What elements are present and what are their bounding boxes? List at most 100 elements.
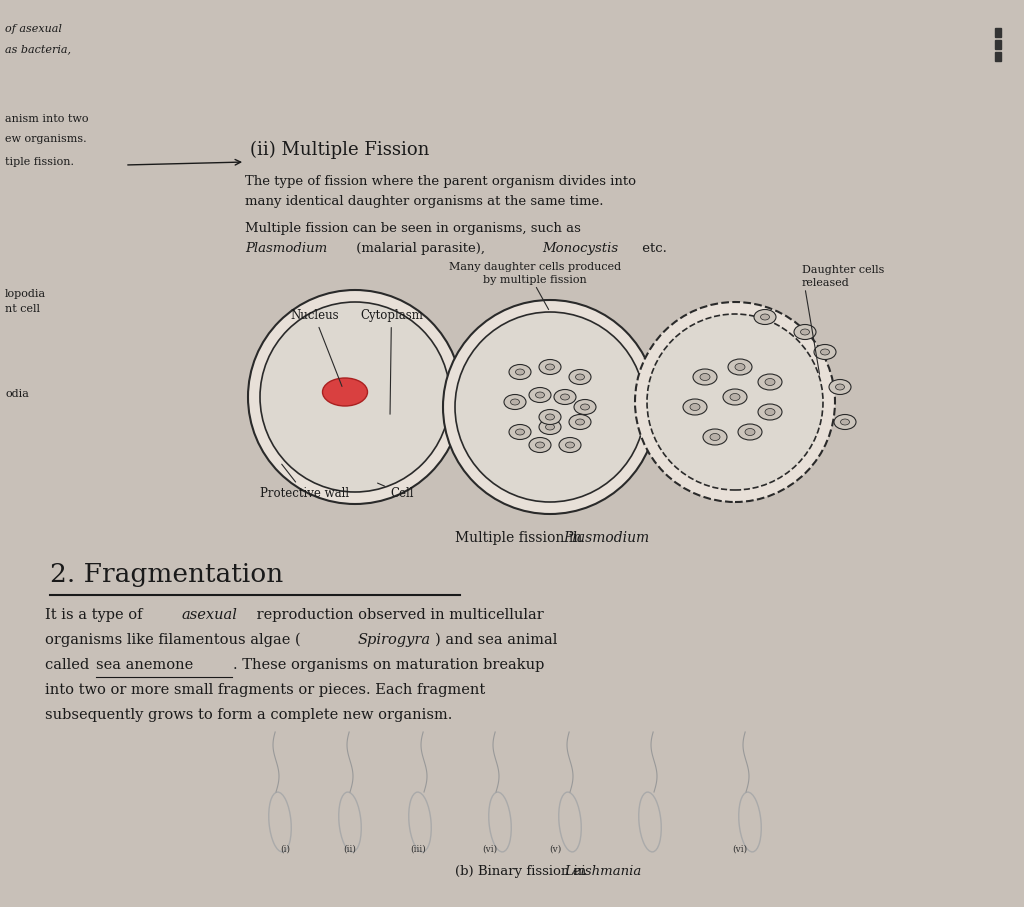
Ellipse shape: [820, 349, 829, 355]
Ellipse shape: [504, 395, 526, 409]
Ellipse shape: [728, 359, 752, 375]
Ellipse shape: [539, 409, 561, 424]
Text: odia: odia: [5, 389, 29, 399]
Circle shape: [455, 312, 645, 502]
Circle shape: [647, 314, 823, 490]
Text: ) and sea animal: ) and sea animal: [435, 633, 557, 647]
Ellipse shape: [511, 399, 519, 405]
Ellipse shape: [536, 392, 545, 398]
Ellipse shape: [765, 378, 775, 385]
Ellipse shape: [754, 309, 776, 325]
Ellipse shape: [569, 414, 591, 430]
Text: . These organisms on maturation breakup: . These organisms on maturation breakup: [233, 658, 545, 672]
Ellipse shape: [323, 378, 368, 406]
Ellipse shape: [738, 424, 762, 440]
Ellipse shape: [841, 419, 850, 425]
Text: Leishmania: Leishmania: [564, 865, 641, 878]
Ellipse shape: [515, 429, 524, 435]
Text: Multiple fission in: Multiple fission in: [455, 531, 587, 545]
Text: sea anemone: sea anemone: [96, 658, 194, 672]
Text: anism into two: anism into two: [5, 114, 88, 124]
Text: Daughter cells: Daughter cells: [802, 265, 885, 275]
Text: released: released: [802, 278, 850, 288]
Ellipse shape: [834, 414, 856, 430]
Ellipse shape: [730, 394, 740, 401]
Text: Multiple fission can be seen in organisms, such as: Multiple fission can be seen in organism…: [245, 222, 581, 235]
Text: nt cell: nt cell: [5, 304, 40, 314]
Ellipse shape: [546, 424, 555, 430]
Ellipse shape: [735, 364, 745, 370]
Ellipse shape: [690, 404, 700, 411]
Ellipse shape: [546, 414, 555, 420]
Ellipse shape: [536, 442, 545, 448]
Text: many identical daughter organisms at the same time.: many identical daughter organisms at the…: [245, 195, 603, 208]
Ellipse shape: [559, 437, 581, 453]
Ellipse shape: [565, 442, 574, 448]
Ellipse shape: [829, 379, 851, 395]
Text: Cell: Cell: [378, 483, 414, 500]
Ellipse shape: [529, 387, 551, 403]
Ellipse shape: [758, 374, 782, 390]
Text: etc.: etc.: [638, 242, 667, 255]
Ellipse shape: [801, 329, 810, 335]
Text: (vi): (vi): [482, 845, 498, 854]
Ellipse shape: [575, 419, 585, 425]
Ellipse shape: [836, 384, 845, 390]
Circle shape: [260, 302, 450, 492]
Text: (b) Binary fission in: (b) Binary fission in: [455, 865, 591, 878]
Text: organisms like filamentous algae (: organisms like filamentous algae (: [45, 632, 301, 647]
Ellipse shape: [814, 345, 836, 359]
Ellipse shape: [700, 374, 710, 381]
Text: It is a type of: It is a type of: [45, 608, 147, 622]
Circle shape: [248, 290, 462, 504]
Ellipse shape: [745, 428, 755, 435]
Bar: [995, 40, 1001, 49]
Ellipse shape: [515, 369, 524, 375]
Text: (iii): (iii): [411, 845, 426, 854]
Text: into two or more small fragments or pieces. Each fragment: into two or more small fragments or piec…: [45, 683, 485, 697]
Ellipse shape: [574, 399, 596, 414]
Circle shape: [443, 300, 657, 514]
Text: lopodia: lopodia: [5, 289, 46, 299]
Ellipse shape: [765, 408, 775, 415]
Ellipse shape: [758, 404, 782, 420]
Text: Protective wall: Protective wall: [260, 464, 349, 500]
Ellipse shape: [683, 399, 707, 415]
Circle shape: [635, 302, 835, 502]
Text: (ii): (ii): [344, 845, 356, 854]
Ellipse shape: [529, 437, 551, 453]
Text: Plasmodium: Plasmodium: [563, 531, 649, 545]
Text: called: called: [45, 658, 94, 672]
Ellipse shape: [539, 420, 561, 434]
Text: Many daughter cells produced: Many daughter cells produced: [449, 262, 622, 272]
Text: Plasmodium: Plasmodium: [245, 242, 328, 255]
Ellipse shape: [560, 394, 569, 400]
Ellipse shape: [554, 389, 575, 405]
Text: ew organisms.: ew organisms.: [5, 134, 87, 144]
Ellipse shape: [569, 369, 591, 385]
Ellipse shape: [794, 325, 816, 339]
Text: Nucleus: Nucleus: [290, 309, 342, 386]
Bar: [995, 28, 1001, 37]
Ellipse shape: [693, 369, 717, 385]
Text: (i): (i): [280, 845, 290, 854]
Text: subsequently grows to form a complete new organism.: subsequently grows to form a complete ne…: [45, 708, 453, 722]
Ellipse shape: [703, 429, 727, 445]
Text: of asexual: of asexual: [5, 24, 61, 34]
Ellipse shape: [761, 314, 769, 320]
Ellipse shape: [723, 389, 746, 405]
Bar: [995, 52, 1001, 61]
Ellipse shape: [509, 424, 531, 440]
Text: The type of fission where the parent organism divides into: The type of fission where the parent org…: [245, 175, 636, 188]
Ellipse shape: [546, 364, 555, 370]
Text: Monocystis: Monocystis: [542, 242, 618, 255]
Ellipse shape: [509, 365, 531, 379]
Text: 2. Fragmentation: 2. Fragmentation: [50, 562, 284, 587]
Text: reproduction observed in multicellular: reproduction observed in multicellular: [252, 608, 544, 622]
Text: (vi): (vi): [732, 845, 748, 854]
Text: (v): (v): [549, 845, 561, 854]
Text: asexual: asexual: [182, 608, 238, 622]
Ellipse shape: [710, 434, 720, 441]
Ellipse shape: [581, 404, 590, 410]
Text: as bacteria,: as bacteria,: [5, 44, 71, 54]
